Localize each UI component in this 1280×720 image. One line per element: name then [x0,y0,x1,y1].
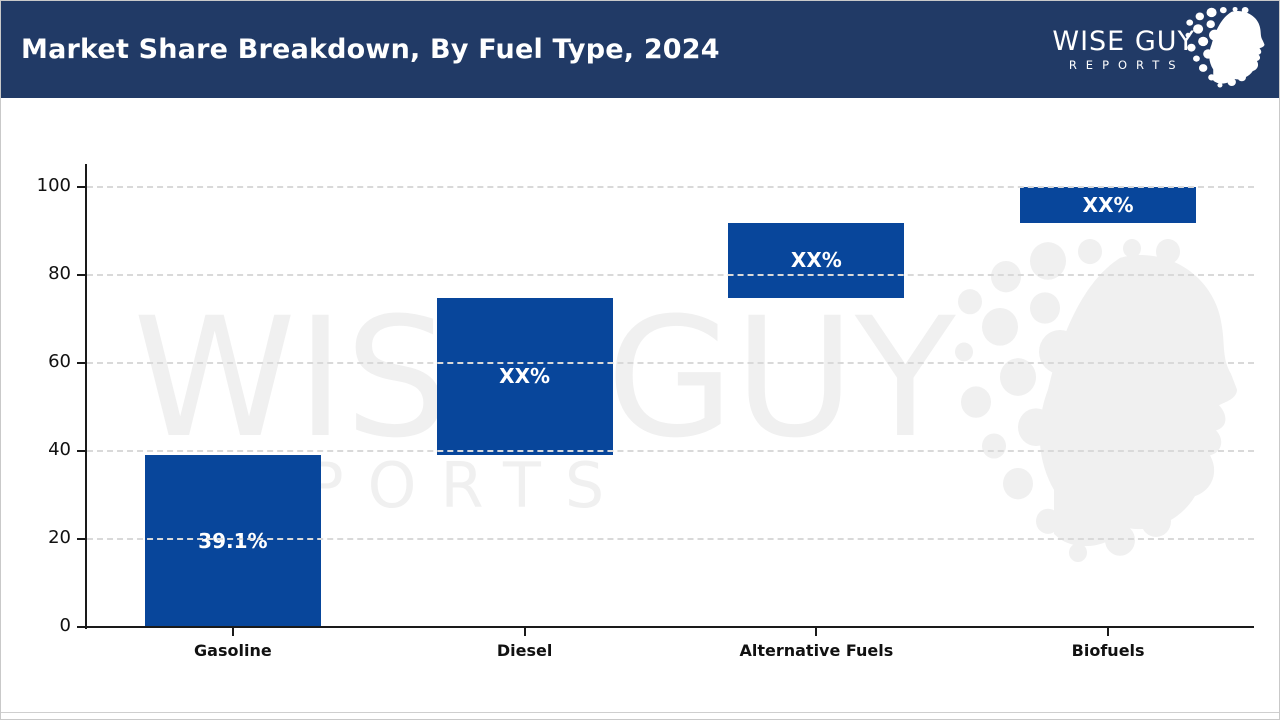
bar-alternative-fuels: XX% [728,223,905,298]
logo-text: WISE GUY REPORTS [1052,25,1195,73]
y-tick-label: 20 [48,527,71,548]
logo-name: WISE GUY [1052,25,1195,57]
y-tick-label: 60 [48,351,71,372]
x-tick [1107,628,1110,636]
x-tick [231,628,234,636]
y-tick [77,362,85,364]
y-tick [77,626,85,628]
logo-face-icon [1185,6,1265,88]
y-tick-label: 100 [36,175,71,196]
x-category-label: Gasoline [194,641,272,660]
logo-subtitle: REPORTS [1068,58,1185,73]
footer-divider [1,712,1279,713]
x-tick [815,628,818,636]
logo: WISE GUY REPORTS [1052,1,1271,98]
gridline-80 [87,274,1254,276]
y-tick-label: 40 [48,439,71,460]
x-tick [523,628,526,636]
gridline-60 [87,362,1254,364]
y-tick [77,538,85,540]
bar-value-label: XX% [790,248,842,273]
x-category-label: Biofuels [1071,641,1145,660]
y-tick [77,450,85,452]
y-tick [77,274,85,276]
x-category-label: Alternative Fuels [739,641,894,660]
y-tick-label: 0 [59,615,71,636]
page-title: Market Share Breakdown, By Fuel Type, 20… [21,34,720,65]
bar-value-label: 39.1% [198,528,268,553]
x-category-label: Diesel [496,641,553,660]
header-bar: Market Share Breakdown, By Fuel Type, 20… [1,1,1279,98]
gridline-20 [87,538,1254,540]
y-tick-label: 80 [48,263,71,284]
bar-gasoline: 39.1% [144,454,321,627]
y-tick [77,186,85,188]
gridline-40 [87,450,1254,452]
bar-value-label: XX% [1082,193,1134,218]
bar-diesel: XX% [436,297,613,455]
bar-value-label: XX% [499,364,551,389]
y-axis-line [85,164,87,629]
bar-biofuels: XX% [1020,187,1197,224]
x-axis-line [85,626,1254,628]
gridline-100 [87,186,1254,188]
